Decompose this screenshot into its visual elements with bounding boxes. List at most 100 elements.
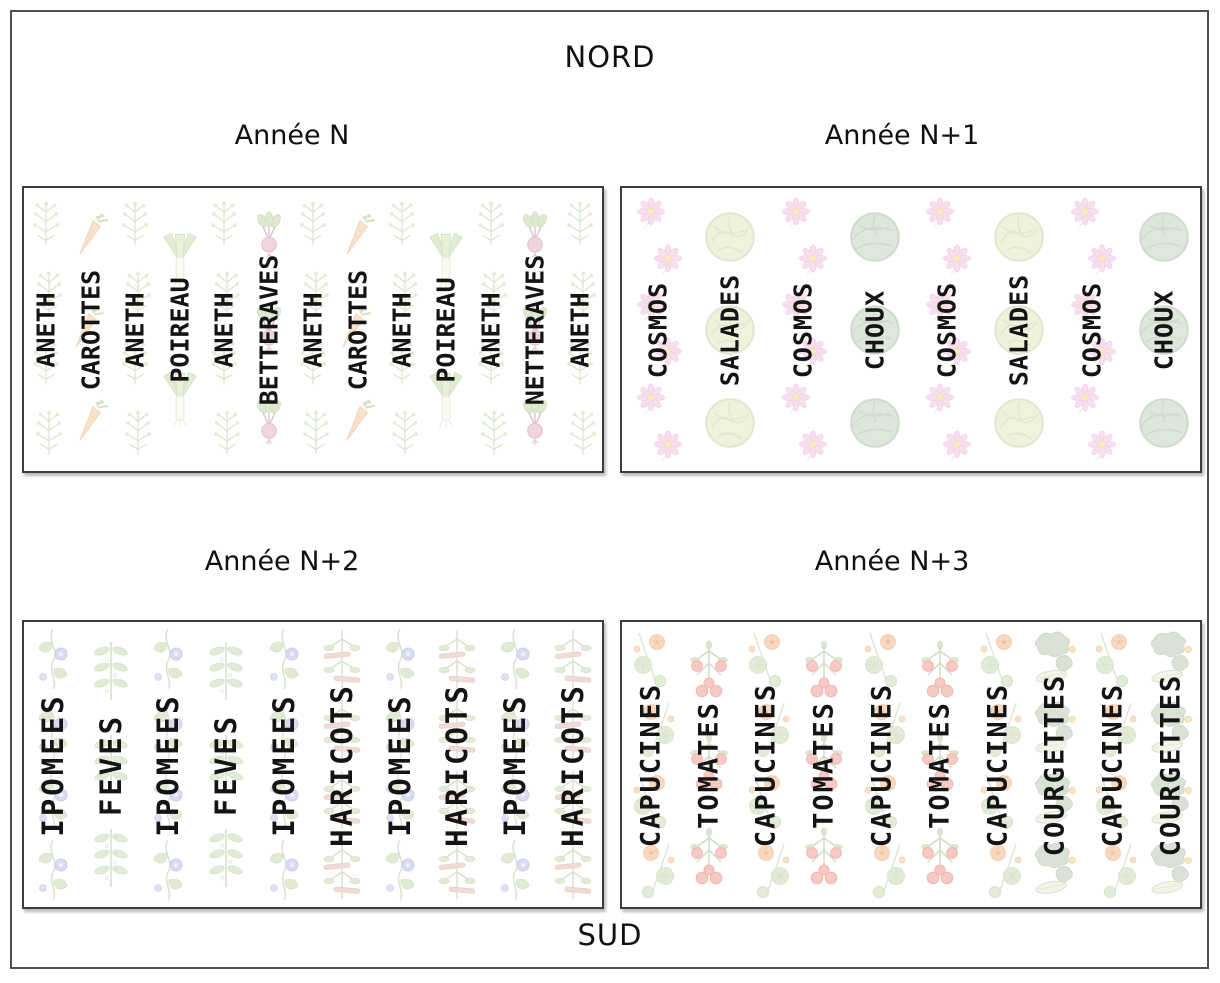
morning-glory-icon xyxy=(385,839,415,901)
nasturtium-icon xyxy=(864,773,898,828)
zucchini-icon xyxy=(1035,702,1077,754)
nasturtium-icon xyxy=(872,843,906,898)
nasturtium-icon xyxy=(641,703,675,758)
morning-glory-icon xyxy=(38,839,68,901)
crop-row-label: ANETH xyxy=(209,291,239,368)
panel-title-annee-n1: Année N+1 xyxy=(824,120,980,151)
dill-icon-stack xyxy=(291,190,335,469)
crop-row-label: IPOMEES xyxy=(382,692,417,837)
dill-icon xyxy=(122,341,149,385)
cosmos-icon xyxy=(637,197,666,229)
carrot-icon xyxy=(341,305,371,348)
zucchini-icon xyxy=(1035,842,1077,894)
dill-icon xyxy=(303,271,329,316)
dill-icon xyxy=(566,201,593,246)
cabbage-icon xyxy=(1139,211,1189,262)
crop-row: HARICOTS xyxy=(313,622,371,907)
crop-row-label: SALADES xyxy=(1004,273,1034,386)
cabbage-icon xyxy=(850,304,900,355)
cabbage-icon xyxy=(850,397,900,448)
panel-title-annee-n2: Année N+2 xyxy=(204,546,360,577)
dill-icon-stack xyxy=(558,190,602,469)
morning-glory-icon xyxy=(38,769,68,831)
nasturtium-icon xyxy=(872,703,906,758)
crop-row-label: ANETH xyxy=(120,291,150,368)
crop-row: COURGETTES xyxy=(1142,622,1200,907)
panel-annee-n: ANETH CAROTTES ANETH POIREAU ANETH BETTERAVES… xyxy=(22,186,604,473)
carrot-icon xyxy=(79,212,108,255)
morning-glory-icon xyxy=(154,698,183,760)
morning-glory-icon xyxy=(38,628,68,690)
cosmos-icon xyxy=(1087,337,1116,368)
crop-row: COSMOS xyxy=(1056,188,1128,471)
crop-row-label: COURGETTES xyxy=(1155,673,1187,856)
crop-row-label: CAPUCINES xyxy=(750,682,782,847)
carrot-icon xyxy=(75,305,104,348)
crop-row: ANETH xyxy=(291,188,335,471)
fava-icon xyxy=(209,735,243,794)
beet-icon-stack xyxy=(513,190,557,469)
nasturtium-icon xyxy=(757,843,790,898)
crop-row-label: FEVES xyxy=(93,713,128,816)
dill-icon xyxy=(36,410,63,455)
carrot-icon xyxy=(345,398,375,441)
cosmos-icon-stack xyxy=(911,190,983,469)
morning-glory-icon xyxy=(154,628,183,690)
lettuce-icon xyxy=(994,304,1045,355)
nasturtium-icon xyxy=(1104,843,1137,898)
crop-row-label: ANETH xyxy=(565,291,595,368)
dill-icon xyxy=(211,201,238,246)
crop-row: ANETH xyxy=(113,188,157,471)
bean-icon xyxy=(439,700,476,759)
crop-row-label: POIREAU xyxy=(165,276,195,383)
crop-row: COSMOS xyxy=(911,188,983,471)
dill-icon xyxy=(125,410,152,455)
bean-icon xyxy=(323,770,361,829)
bean-icon xyxy=(554,840,592,899)
cosmos-icon xyxy=(1070,197,1099,229)
crop-row: HARICOTS xyxy=(429,622,487,907)
dill-icon xyxy=(300,201,326,246)
crop-row: ANETH xyxy=(380,188,424,471)
morning-glory-icon xyxy=(269,628,299,690)
nasturtium-icon-stack xyxy=(738,624,796,905)
crop-row: COURGETTES xyxy=(1027,622,1085,907)
tomato-icon-stack xyxy=(795,624,853,905)
beet-icon xyxy=(256,304,281,352)
bean-icon xyxy=(439,770,476,829)
crop-row-label: FEVES xyxy=(209,713,244,816)
crop-row: CAROTTES xyxy=(335,188,379,471)
zucchini-icon xyxy=(1150,842,1193,894)
crop-row-label: POIREAU xyxy=(431,276,461,383)
cabbage-icon-stack xyxy=(839,190,911,469)
dill-icon xyxy=(125,271,152,316)
lettuce-icon xyxy=(705,397,756,448)
crop-row: FEVES xyxy=(82,622,140,907)
crop-row: IPOMEES xyxy=(24,622,82,907)
crop-row: COSMOS xyxy=(767,188,839,471)
dill-icon xyxy=(566,341,593,385)
crop-row: TOMATES xyxy=(680,622,738,907)
nasturtium-icon xyxy=(864,632,898,688)
crop-row-label: CHOUX xyxy=(860,289,890,370)
fava-icon xyxy=(94,641,128,700)
carrot-icon-stack xyxy=(68,190,112,469)
morning-glory-icon-stack xyxy=(140,624,198,905)
bean-icon xyxy=(323,840,361,899)
nasturtium-icon xyxy=(988,843,1022,898)
zucchini-icon-stack xyxy=(1142,624,1200,905)
crop-row-label: COSMOS xyxy=(788,281,818,378)
dill-icon xyxy=(33,201,60,246)
carrot-icon-stack xyxy=(335,190,379,469)
crop-row: CHOUX xyxy=(839,188,911,471)
leek-icon xyxy=(429,232,464,289)
nasturtium-icon xyxy=(749,632,782,688)
dill-icon xyxy=(478,201,504,246)
panel-annee-n1: COSMOS SALADES COSMOS CHOUX COSMOS SALADES COS… xyxy=(620,186,1202,473)
cosmos-icon xyxy=(943,244,972,275)
zucchini-icon xyxy=(1035,772,1077,824)
panel-annee-n2: IPOMEES FEVES IPOMEES FEVES IPOMEES HARICOTS I… xyxy=(22,620,604,909)
bean-icon xyxy=(323,630,361,689)
beet-icon xyxy=(256,397,281,445)
nasturtium-icon-stack xyxy=(853,624,911,905)
